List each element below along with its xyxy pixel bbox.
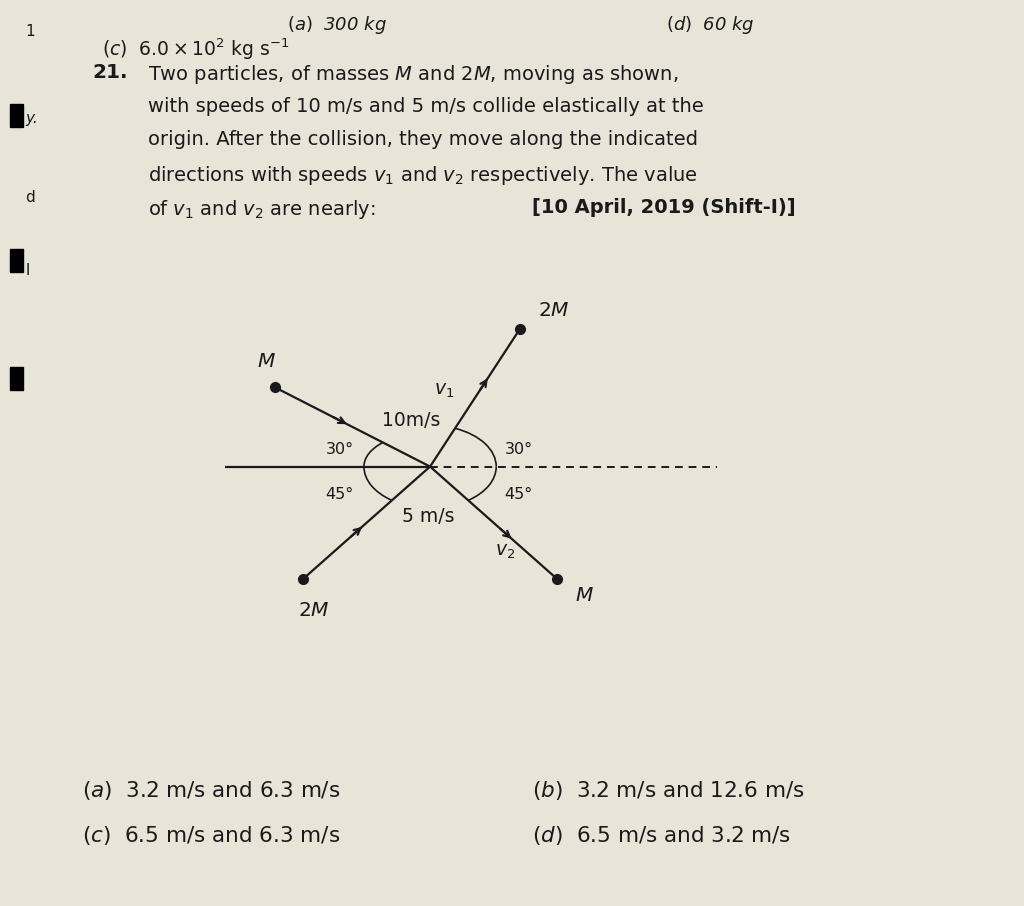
Text: $v_2$: $v_2$ bbox=[495, 542, 515, 561]
Text: 10m/s: 10m/s bbox=[382, 411, 440, 430]
Text: 45°: 45° bbox=[505, 487, 532, 502]
Text: y.: y. bbox=[26, 111, 38, 127]
Text: 45°: 45° bbox=[326, 487, 353, 502]
Text: $(a)$  300 kg: $(a)$ 300 kg bbox=[287, 14, 386, 35]
Text: 1: 1 bbox=[26, 24, 35, 39]
Text: d: d bbox=[26, 190, 36, 206]
Bar bbox=[10, 367, 23, 390]
Text: $(c)$  6.5 m/s and 6.3 m/s: $(c)$ 6.5 m/s and 6.3 m/s bbox=[82, 824, 340, 847]
Text: directions with speeds $v_1$ and $v_2$ respectively. The value: directions with speeds $v_1$ and $v_2$ r… bbox=[148, 164, 698, 187]
Text: with speeds of 10 m/s and 5 m/s collide elastically at the: with speeds of 10 m/s and 5 m/s collide … bbox=[148, 97, 705, 116]
Text: origin. After the collision, they move along the indicated: origin. After the collision, they move a… bbox=[148, 130, 698, 149]
Text: $2M$: $2M$ bbox=[298, 602, 330, 621]
Text: $M$: $M$ bbox=[575, 586, 594, 605]
Text: $M$: $M$ bbox=[257, 352, 276, 371]
Text: $(d)$  60 kg: $(d)$ 60 kg bbox=[666, 14, 755, 35]
Text: $(a)$  3.2 m/s and 6.3 m/s: $(a)$ 3.2 m/s and 6.3 m/s bbox=[82, 779, 340, 802]
Text: $(b)$  3.2 m/s and 12.6 m/s: $(b)$ 3.2 m/s and 12.6 m/s bbox=[532, 779, 805, 802]
Text: Two particles, of masses $M$ and $2M$, moving as shown,: Two particles, of masses $M$ and $2M$, m… bbox=[148, 63, 679, 86]
Text: $(d)$  6.5 m/s and 3.2 m/s: $(d)$ 6.5 m/s and 3.2 m/s bbox=[532, 824, 792, 847]
Text: of $v_1$ and $v_2$ are nearly:: of $v_1$ and $v_2$ are nearly: bbox=[148, 198, 376, 220]
Text: 5 m/s: 5 m/s bbox=[402, 506, 455, 525]
Text: 30°: 30° bbox=[505, 442, 532, 457]
Text: $2M$: $2M$ bbox=[539, 301, 569, 320]
Text: $(c)$  $6.0 \times 10^2$ kg s$^{-1}$: $(c)$ $6.0 \times 10^2$ kg s$^{-1}$ bbox=[102, 36, 290, 62]
Text: 30°: 30° bbox=[326, 442, 353, 457]
Text: l: l bbox=[26, 263, 30, 278]
Bar bbox=[10, 249, 23, 272]
Text: [10 April, 2019 (Shift-I)]: [10 April, 2019 (Shift-I)] bbox=[532, 198, 796, 217]
Text: $v_1$: $v_1$ bbox=[434, 381, 454, 400]
Text: 21.: 21. bbox=[92, 63, 128, 82]
Bar bbox=[10, 104, 23, 127]
